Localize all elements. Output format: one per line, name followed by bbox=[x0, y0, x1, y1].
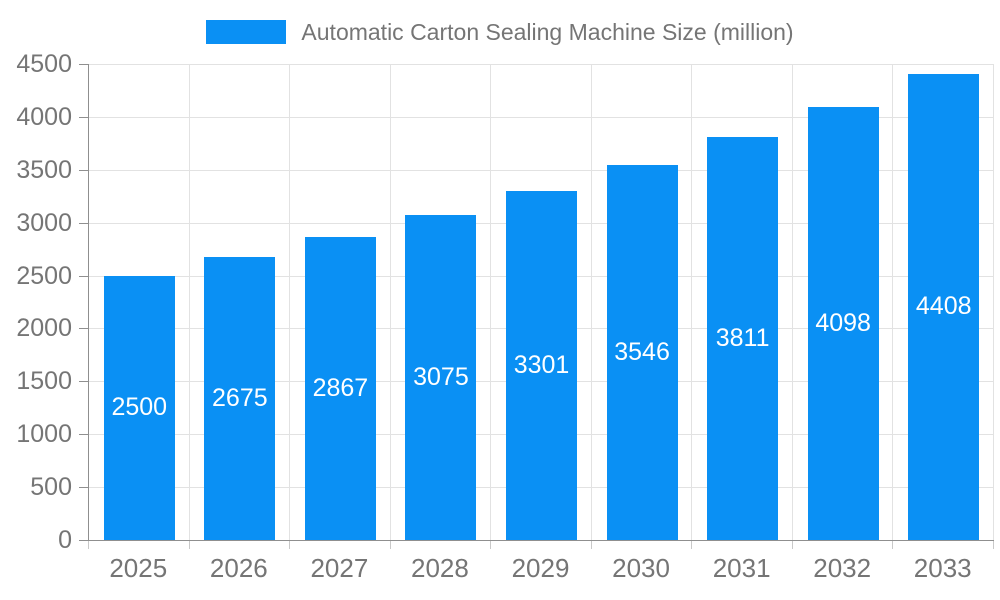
y-axis-tick bbox=[79, 328, 88, 330]
bar: 2675 bbox=[204, 257, 276, 540]
legend-swatch bbox=[206, 20, 287, 44]
x-axis-tick-label: 2030 bbox=[612, 553, 670, 583]
x-axis-tick bbox=[691, 541, 693, 549]
x-axis-tick bbox=[590, 541, 592, 549]
chart-legend: Automatic Carton Sealing Machine Size (m… bbox=[0, 18, 1000, 46]
x-gridline bbox=[188, 64, 190, 540]
y-axis-tick bbox=[79, 487, 88, 489]
x-axis-tick bbox=[389, 541, 391, 549]
y-axis-tick bbox=[79, 540, 88, 541]
x-gridline bbox=[490, 64, 492, 540]
y-axis-tick-label: 4500 bbox=[16, 50, 72, 78]
bar: 2867 bbox=[304, 236, 376, 540]
bar-value-label: 3301 bbox=[513, 350, 570, 379]
x-gridline bbox=[389, 64, 391, 540]
x-gridline bbox=[691, 64, 693, 540]
bar: 3301 bbox=[506, 190, 577, 540]
x-axis-tick-label: 2033 bbox=[913, 553, 972, 583]
x-axis-tick-label: 2027 bbox=[310, 553, 369, 583]
y-gridline bbox=[89, 169, 994, 171]
bar: 4098 bbox=[807, 106, 879, 540]
x-axis-tick bbox=[892, 541, 894, 549]
bar: 3811 bbox=[707, 136, 779, 540]
y-axis-tick-label: 2500 bbox=[16, 261, 72, 290]
bar: 3075 bbox=[405, 214, 477, 540]
x-gridline bbox=[791, 64, 793, 540]
bar-value-label: 3546 bbox=[614, 337, 670, 366]
y-axis-tick bbox=[79, 222, 88, 224]
x-axis-tick bbox=[88, 541, 89, 549]
legend-label: Automatic Carton Sealing Machine Size (m… bbox=[301, 18, 794, 45]
bar: 4408 bbox=[908, 73, 980, 540]
bar-value-label: 4098 bbox=[815, 308, 871, 337]
bar-value-label: 2500 bbox=[111, 393, 168, 422]
y-axis-tick bbox=[79, 381, 88, 383]
y-axis-tick-label: 3500 bbox=[16, 155, 72, 184]
x-axis-tick bbox=[289, 541, 291, 549]
x-gridline bbox=[892, 64, 894, 540]
y-axis-tick-label: 4000 bbox=[16, 102, 72, 131]
x-gridline bbox=[289, 64, 291, 540]
y-axis-tick-label: 1500 bbox=[16, 367, 72, 396]
x-axis-tick bbox=[993, 541, 994, 549]
y-axis-tick bbox=[79, 275, 88, 277]
y-gridline bbox=[89, 64, 994, 65]
y-axis-tick-label: 1000 bbox=[16, 420, 72, 449]
plot-area: 2500 2675 2867 3075 3301 3546 3811 4098 4408 bbox=[88, 64, 994, 541]
x-axis-tick-label: 2026 bbox=[209, 553, 268, 583]
x-axis-tick bbox=[791, 541, 793, 549]
bar-value-label: 4408 bbox=[915, 292, 972, 321]
x-axis-tick bbox=[490, 541, 492, 549]
x-axis-tick-label: 2028 bbox=[411, 553, 469, 583]
bar-value-label: 3811 bbox=[715, 323, 770, 352]
bar-value-label: 2867 bbox=[312, 373, 369, 402]
bar-value-label: 3075 bbox=[413, 362, 469, 391]
y-gridline bbox=[89, 116, 994, 118]
y-axis-tick bbox=[79, 64, 88, 65]
x-axis-tick-label: 2029 bbox=[511, 553, 570, 583]
bar: 3546 bbox=[606, 164, 678, 540]
x-axis-tick-label: 2031 bbox=[712, 553, 771, 583]
bar: 2500 bbox=[103, 275, 175, 540]
x-gridline bbox=[993, 64, 994, 540]
y-axis-tick bbox=[79, 169, 88, 171]
bar-value-label: 2675 bbox=[212, 384, 268, 413]
y-axis-tick-label: 500 bbox=[30, 473, 72, 502]
x-gridline bbox=[590, 64, 592, 540]
x-axis-tick-label: 2025 bbox=[109, 553, 168, 583]
y-axis-tick-label: 0 bbox=[58, 526, 72, 554]
y-axis-tick bbox=[79, 116, 88, 118]
y-axis-tick-label: 2000 bbox=[16, 314, 72, 343]
y-axis-tick-label: 3000 bbox=[16, 208, 72, 237]
x-axis-tick-label: 2032 bbox=[813, 553, 872, 583]
y-axis-tick bbox=[79, 434, 88, 436]
x-axis-tick bbox=[188, 541, 190, 549]
